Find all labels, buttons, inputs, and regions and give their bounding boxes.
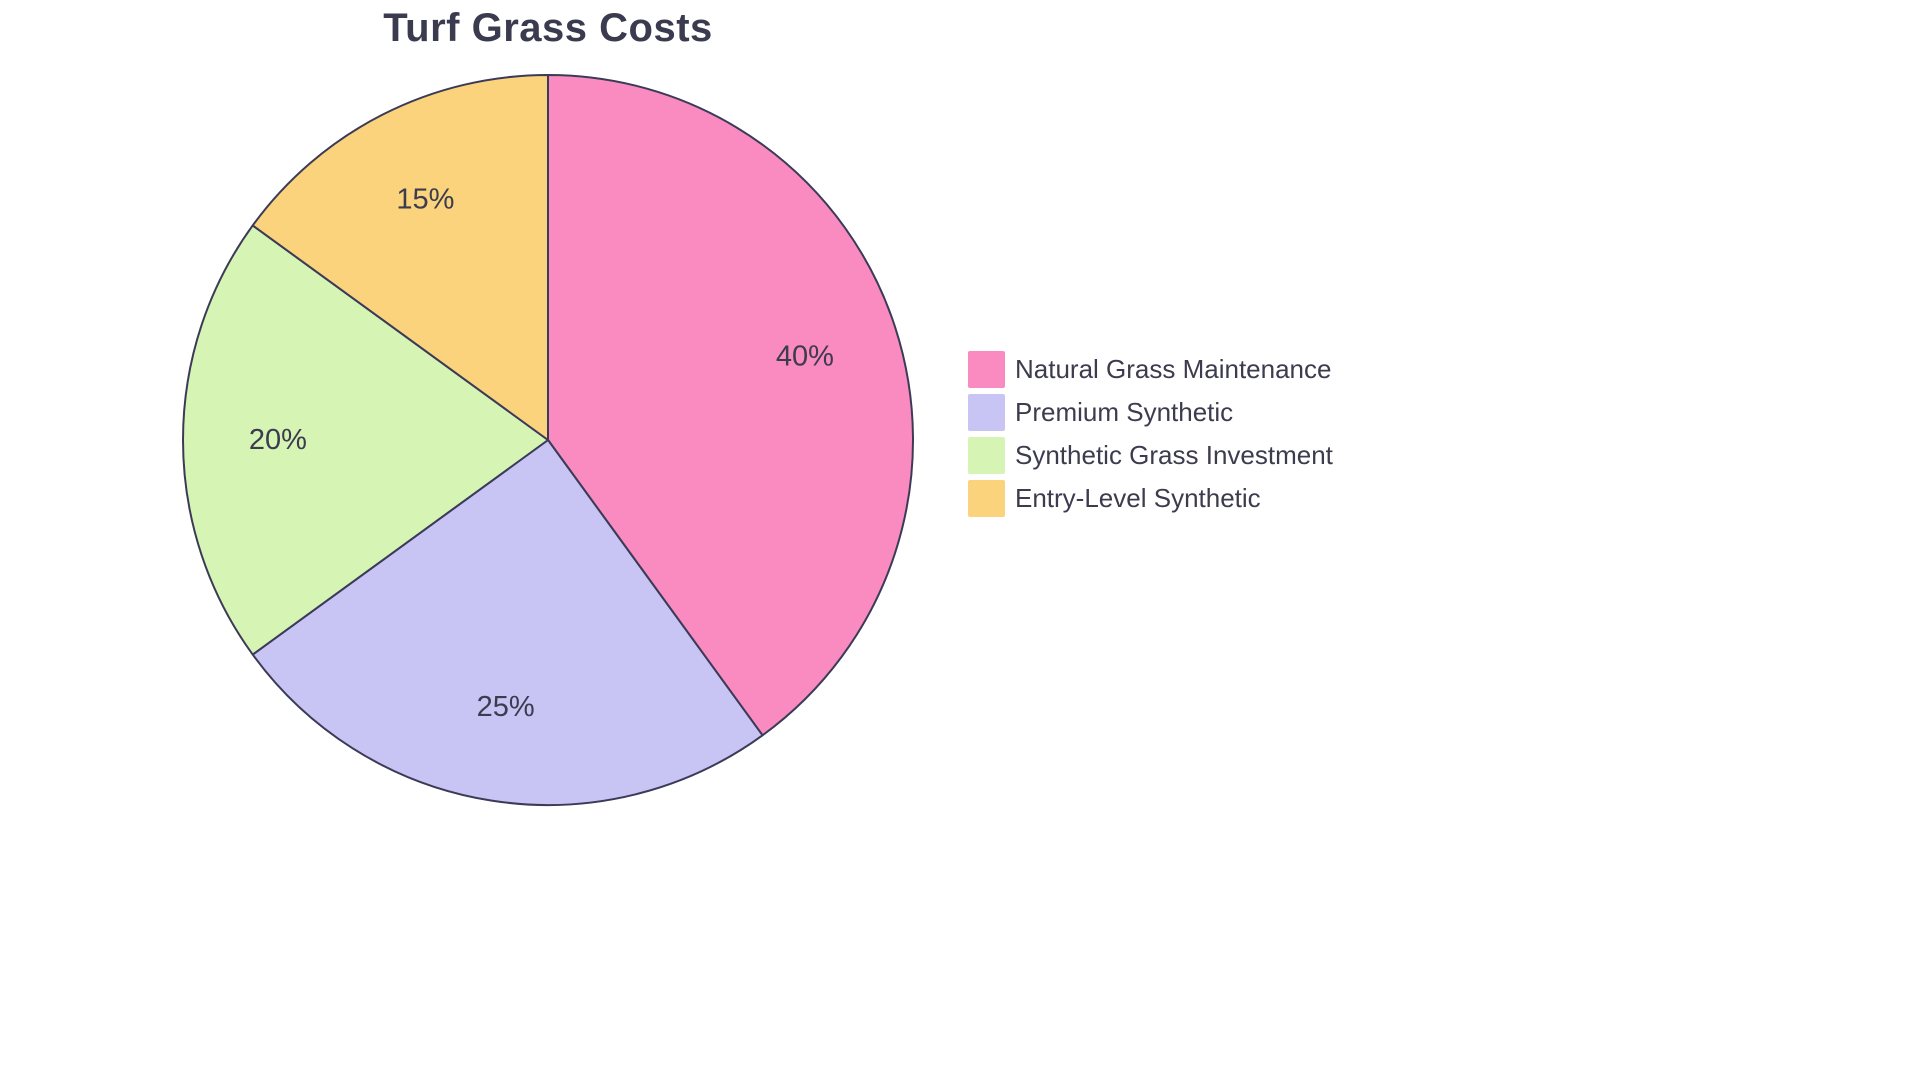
legend-item: Synthetic Grass Investment xyxy=(968,437,1333,474)
pie-slice-label: 40% xyxy=(776,341,834,373)
pie-slice-label: 25% xyxy=(477,691,535,723)
chart-title: Turf Grass Costs xyxy=(383,6,713,50)
legend-swatch-natural-grass-maintenance xyxy=(968,351,1005,388)
legend-swatch-entry-level-synthetic xyxy=(968,480,1005,517)
pie-slice xyxy=(182,224,549,656)
legend-swatch-synthetic-grass-investment xyxy=(968,437,1005,474)
legend-item: Entry-Level Synthetic xyxy=(968,480,1333,517)
legend-label: Entry-Level Synthetic xyxy=(1015,483,1261,513)
pie-slice xyxy=(251,439,764,806)
pie-slice-label: 15% xyxy=(396,183,454,215)
legend-item: Premium Synthetic xyxy=(968,394,1333,431)
legend-label: Synthetic Grass Investment xyxy=(1015,440,1333,470)
pie-slice-label: 20% xyxy=(249,424,307,456)
pie-slice xyxy=(251,74,549,441)
legend-label: Natural Grass Maintenance xyxy=(1015,354,1332,384)
legend-label: Premium Synthetic xyxy=(1015,397,1234,427)
legend-item: Natural Grass Maintenance xyxy=(968,351,1333,388)
legend: Natural Grass Maintenance Premium Synthe… xyxy=(968,351,1333,517)
pie-slice-labels: 40% 25% 20% 15% xyxy=(249,183,834,723)
legend-swatch-premium-synthetic xyxy=(968,394,1005,431)
pie-slices xyxy=(182,74,914,806)
pie-slice xyxy=(547,74,914,737)
